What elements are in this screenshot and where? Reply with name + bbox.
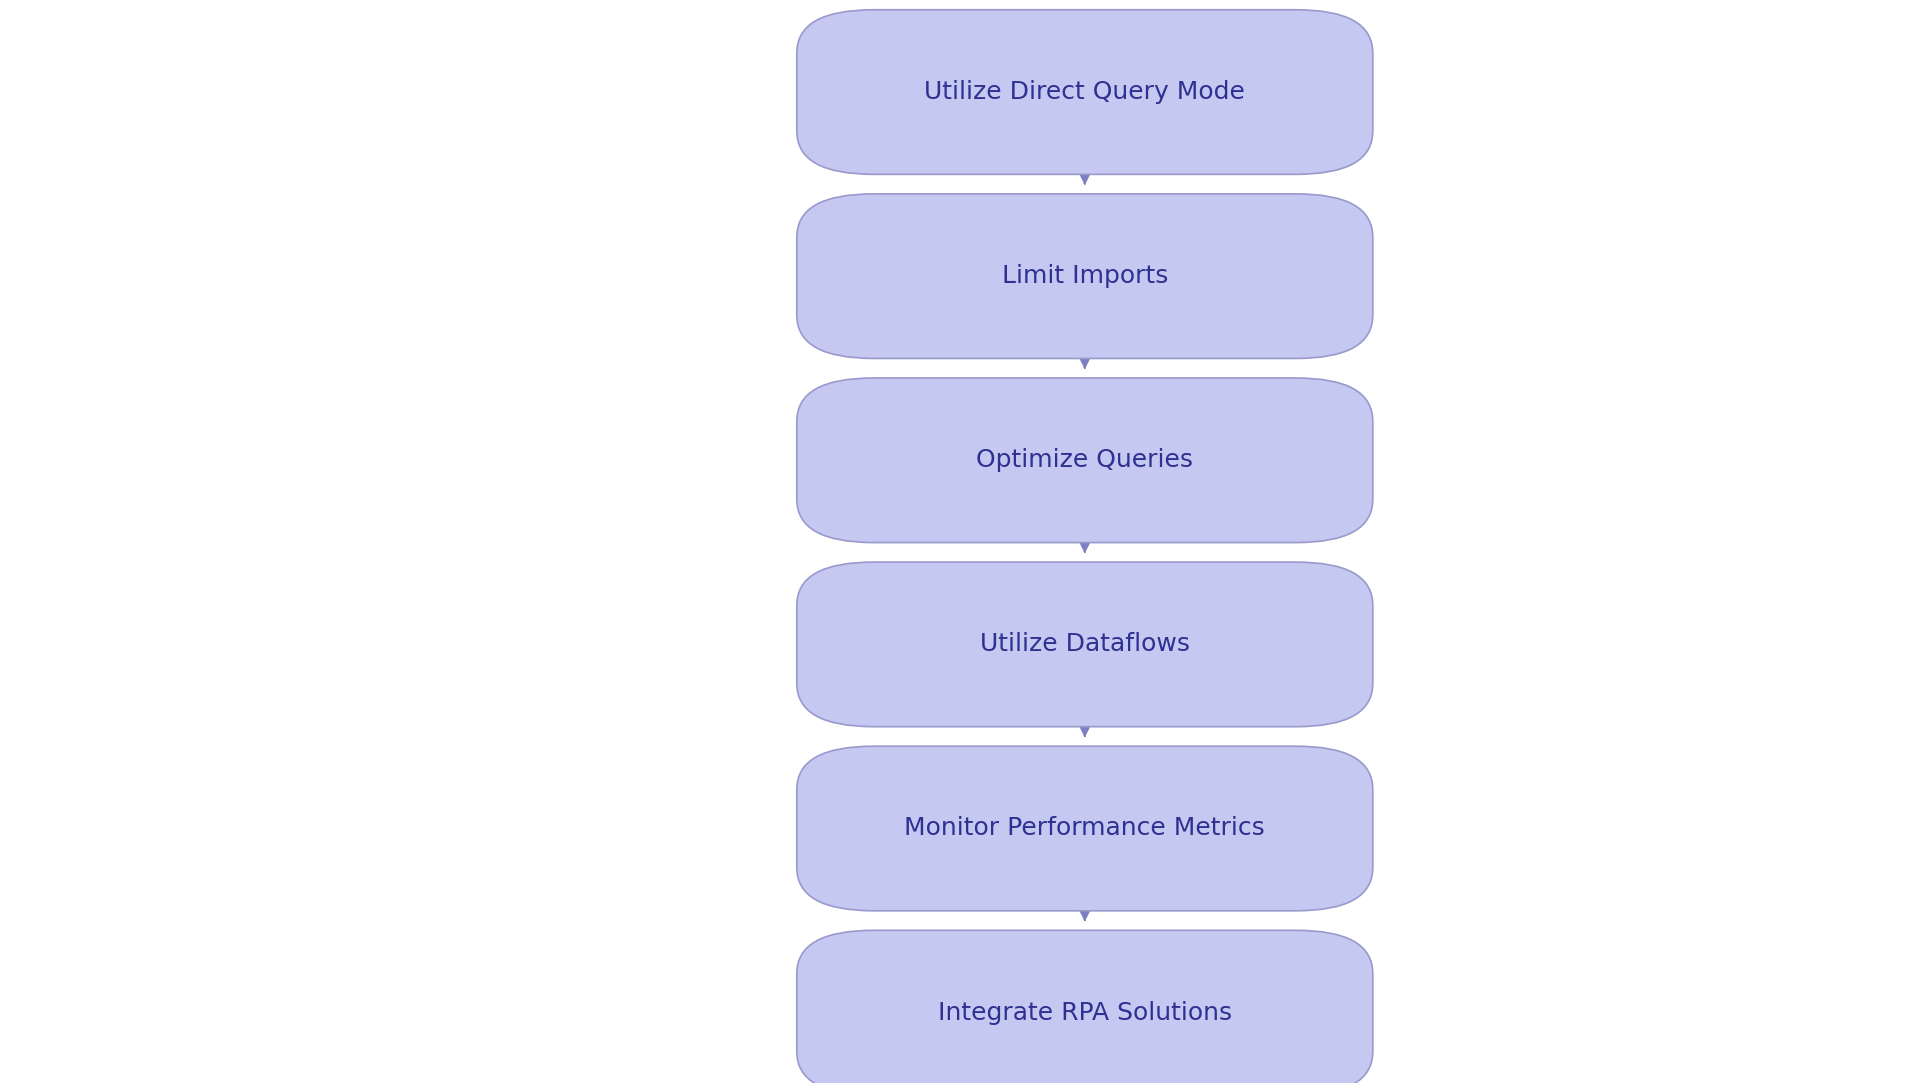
FancyBboxPatch shape (797, 562, 1373, 727)
Text: Monitor Performance Metrics: Monitor Performance Metrics (904, 817, 1265, 840)
Text: Optimize Queries: Optimize Queries (975, 448, 1194, 472)
Text: Utilize Direct Query Mode: Utilize Direct Query Mode (924, 80, 1246, 104)
Text: Utilize Dataflows: Utilize Dataflows (979, 632, 1190, 656)
FancyBboxPatch shape (797, 378, 1373, 543)
FancyBboxPatch shape (797, 10, 1373, 174)
Text: Limit Imports: Limit Imports (1002, 264, 1167, 288)
FancyBboxPatch shape (797, 194, 1373, 358)
FancyBboxPatch shape (797, 746, 1373, 911)
Text: Integrate RPA Solutions: Integrate RPA Solutions (937, 1001, 1233, 1025)
FancyBboxPatch shape (797, 930, 1373, 1083)
